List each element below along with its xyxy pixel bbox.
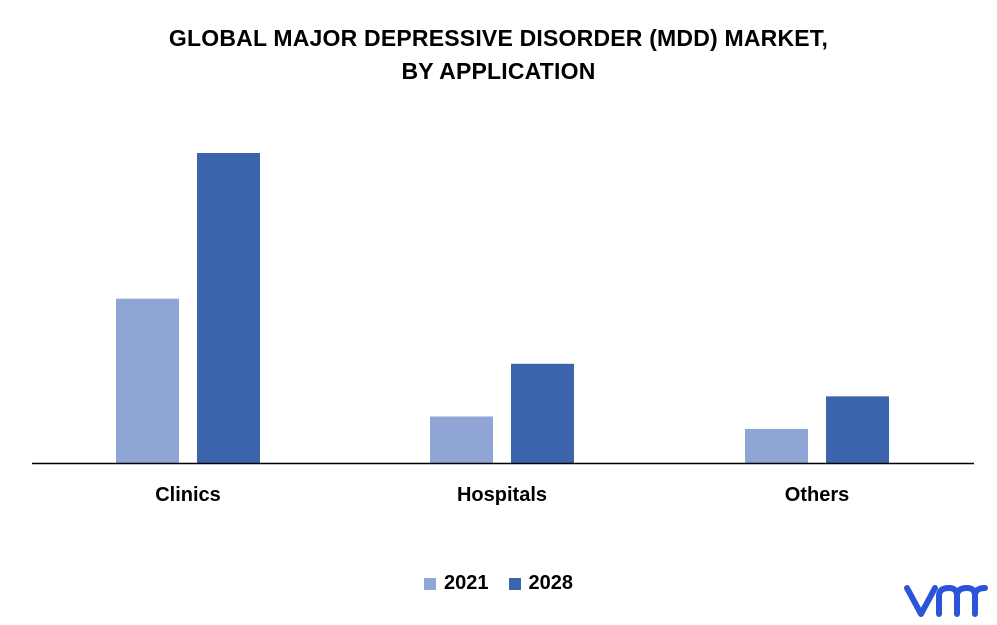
x-tick-label-clinics: Clinics <box>155 484 221 506</box>
chart-title-line-2: BY APPLICATION <box>401 58 596 84</box>
chart-legend: 2021 2028 <box>0 572 997 595</box>
legend-item-2028: 2028 <box>508 572 574 595</box>
legend-swatch-2021 <box>424 577 436 590</box>
chart-title: GLOBAL MAJOR DEPRESSIVE DISORDER (MDD) M… <box>0 22 997 88</box>
bar-chart: Clinics Hospitals Others <box>32 153 974 506</box>
bar-clinics-2028 <box>197 153 260 463</box>
x-tick-label-others: Others <box>785 484 849 506</box>
bar-others-2021 <box>745 428 808 463</box>
legend-item-2021: 2021 <box>424 572 489 595</box>
bar-hospitals-2021 <box>430 416 493 463</box>
legend-label-2021: 2021 <box>444 572 489 594</box>
bar-clinics-2021 <box>116 298 179 463</box>
vmr-logo-icon <box>904 585 988 617</box>
chart-title-line-1: GLOBAL MAJOR DEPRESSIVE DISORDER (MDD) M… <box>168 25 829 51</box>
bar-others-2028 <box>826 396 889 463</box>
legend-swatch-2028 <box>508 577 521 590</box>
legend-label-2028: 2028 <box>528 572 574 594</box>
bar-hospitals-2028 <box>511 363 574 463</box>
x-tick-label-hospitals: Hospitals <box>457 484 547 506</box>
